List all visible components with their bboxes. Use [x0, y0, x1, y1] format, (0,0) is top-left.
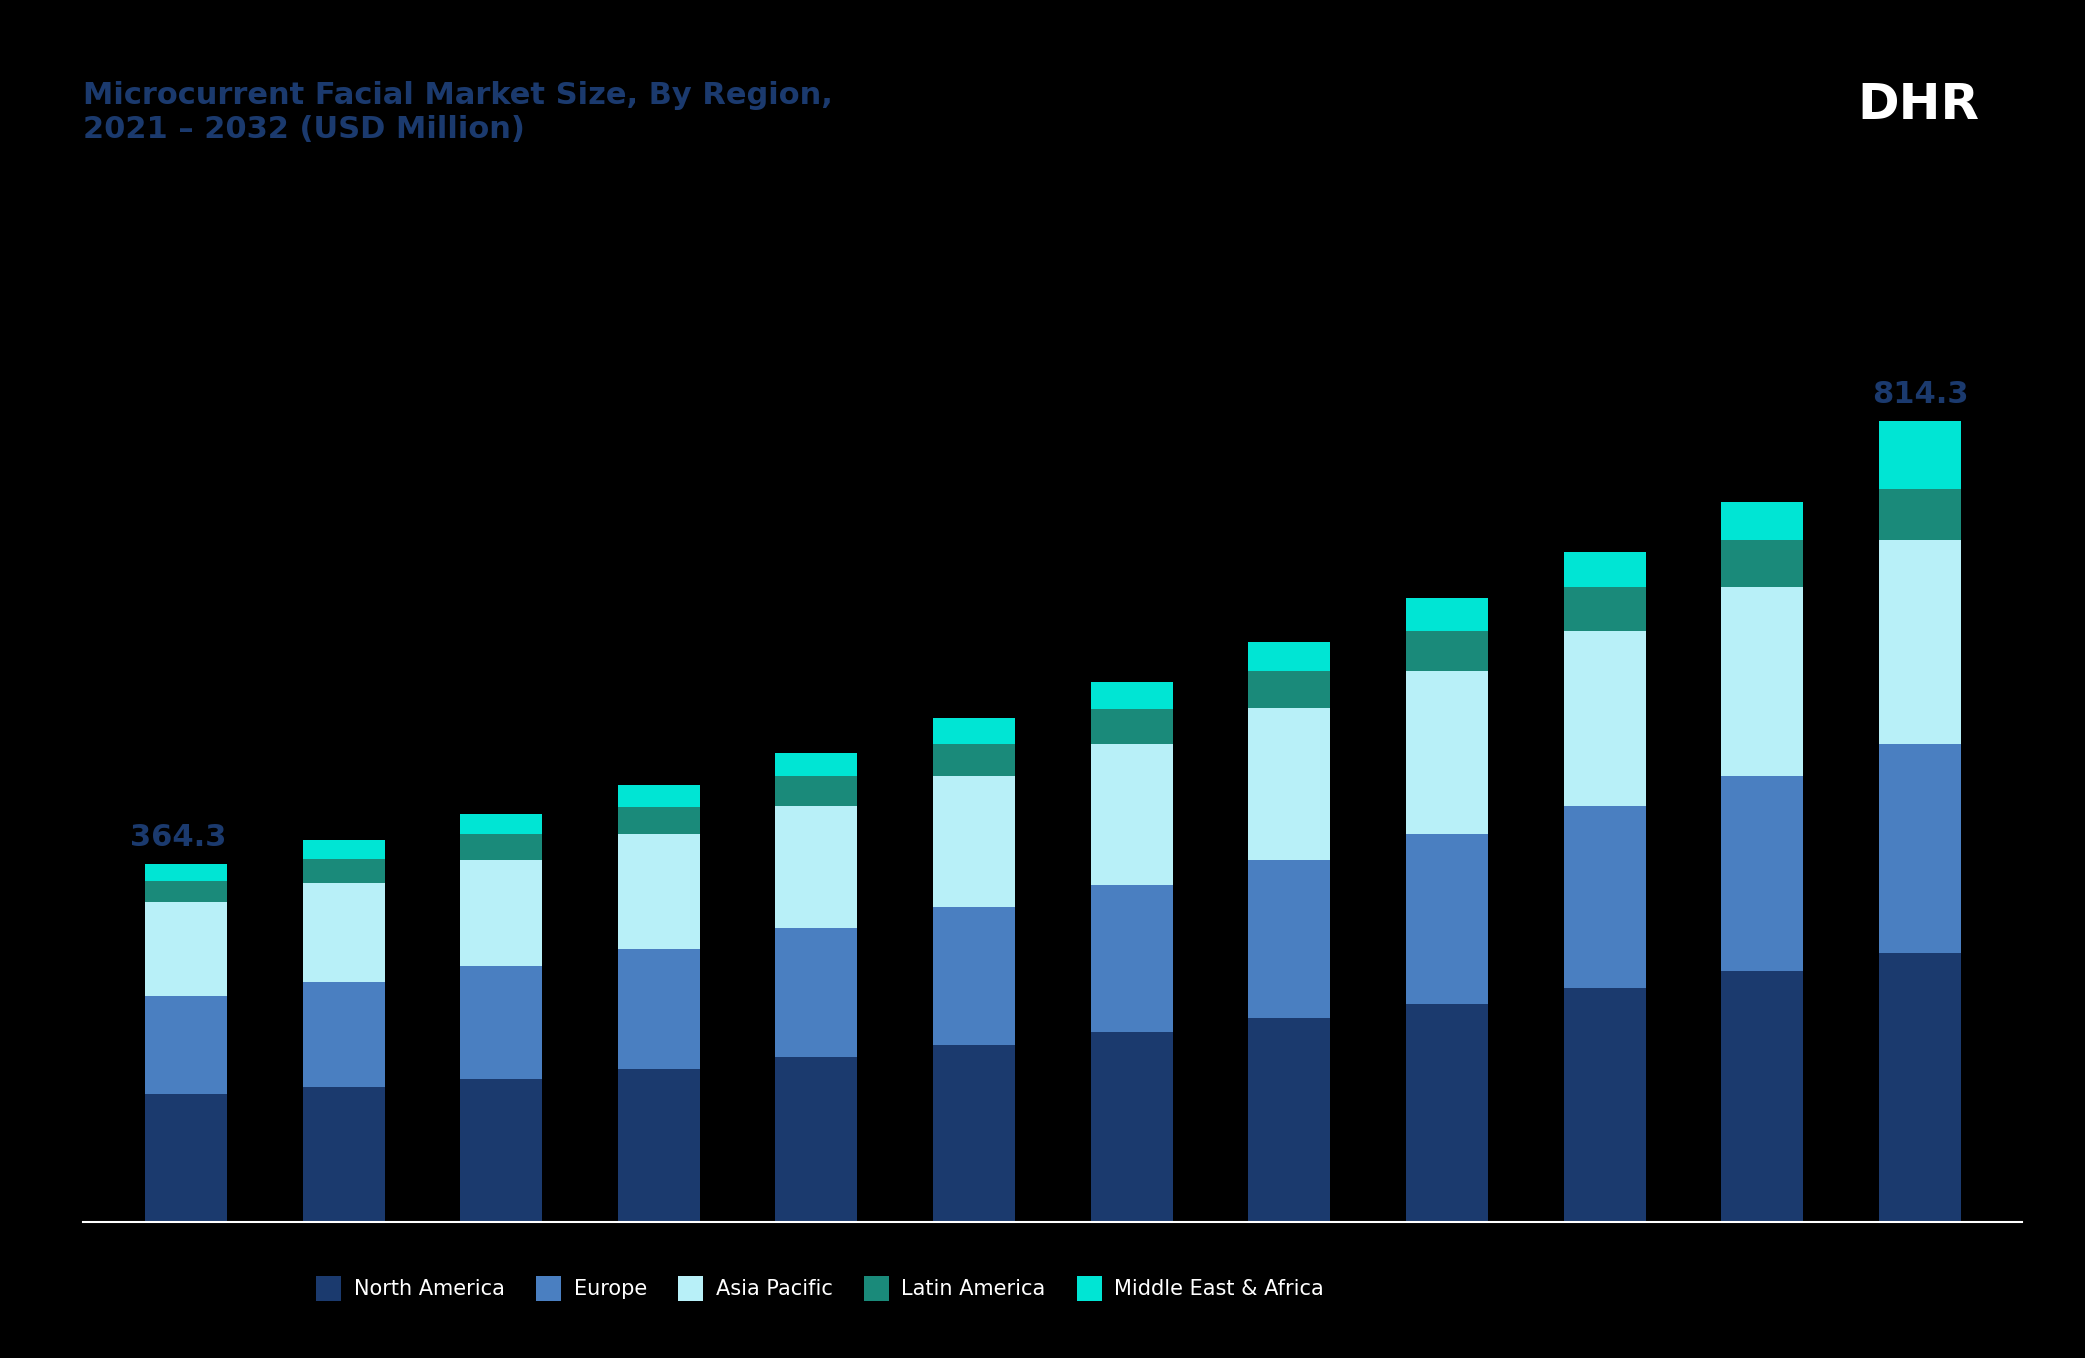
Text: 364.3: 364.3 — [129, 823, 225, 851]
Bar — [934, 907, 1015, 1046]
Bar — [617, 949, 701, 1069]
Bar — [144, 902, 227, 995]
Bar — [776, 805, 857, 928]
Bar — [302, 860, 384, 883]
Bar — [1249, 671, 1330, 709]
Bar — [1405, 1004, 1489, 1222]
Bar — [302, 1088, 384, 1222]
Bar — [1564, 588, 1645, 630]
Bar — [144, 864, 227, 881]
Bar — [1722, 501, 1804, 540]
Bar — [934, 744, 1015, 777]
Bar — [617, 807, 701, 834]
Bar — [144, 995, 227, 1095]
Legend: North America, Europe, Asia Pacific, Latin America, Middle East & Africa: North America, Europe, Asia Pacific, Lat… — [309, 1267, 1332, 1309]
Bar — [1405, 671, 1489, 834]
Bar — [302, 982, 384, 1088]
Bar — [617, 834, 701, 949]
Bar — [461, 813, 542, 834]
Bar — [1722, 588, 1804, 777]
Bar — [461, 834, 542, 860]
Bar — [302, 841, 384, 860]
Bar — [776, 928, 857, 1057]
Bar — [1090, 744, 1172, 884]
Bar — [776, 1057, 857, 1222]
Bar — [461, 967, 542, 1078]
Bar — [934, 777, 1015, 907]
Bar — [1405, 630, 1489, 671]
Bar — [1249, 860, 1330, 1018]
Bar — [1879, 952, 1962, 1222]
Bar — [1722, 540, 1804, 588]
Bar — [1722, 971, 1804, 1222]
Bar — [302, 883, 384, 982]
Bar — [1090, 709, 1172, 744]
Bar — [1564, 805, 1645, 989]
Bar — [1090, 1032, 1172, 1222]
Text: Microcurrent Facial Market Size, By Region,
2021 – 2032 (USD Million): Microcurrent Facial Market Size, By Regi… — [83, 81, 834, 144]
Bar — [1879, 744, 1962, 952]
Bar — [1249, 641, 1330, 671]
Bar — [1879, 421, 1962, 489]
Bar — [1249, 709, 1330, 860]
Bar — [1090, 884, 1172, 1032]
Bar — [776, 777, 857, 805]
Bar — [1405, 599, 1489, 630]
Bar — [1564, 989, 1645, 1222]
Bar — [617, 785, 701, 807]
Text: 814.3: 814.3 — [1872, 380, 1968, 409]
Bar — [1879, 489, 1962, 540]
Text: DHR: DHR — [1858, 81, 1979, 129]
Bar — [1249, 1018, 1330, 1222]
Bar — [1090, 682, 1172, 709]
Bar — [144, 1095, 227, 1222]
Bar — [776, 752, 857, 777]
Bar — [1879, 540, 1962, 744]
Bar — [1405, 834, 1489, 1004]
Bar — [617, 1069, 701, 1222]
Bar — [934, 1046, 1015, 1222]
Bar — [461, 1078, 542, 1222]
Bar — [1722, 777, 1804, 971]
Bar — [461, 860, 542, 967]
Bar — [144, 881, 227, 902]
Bar — [1564, 551, 1645, 588]
Bar — [934, 718, 1015, 744]
Bar — [1564, 630, 1645, 805]
